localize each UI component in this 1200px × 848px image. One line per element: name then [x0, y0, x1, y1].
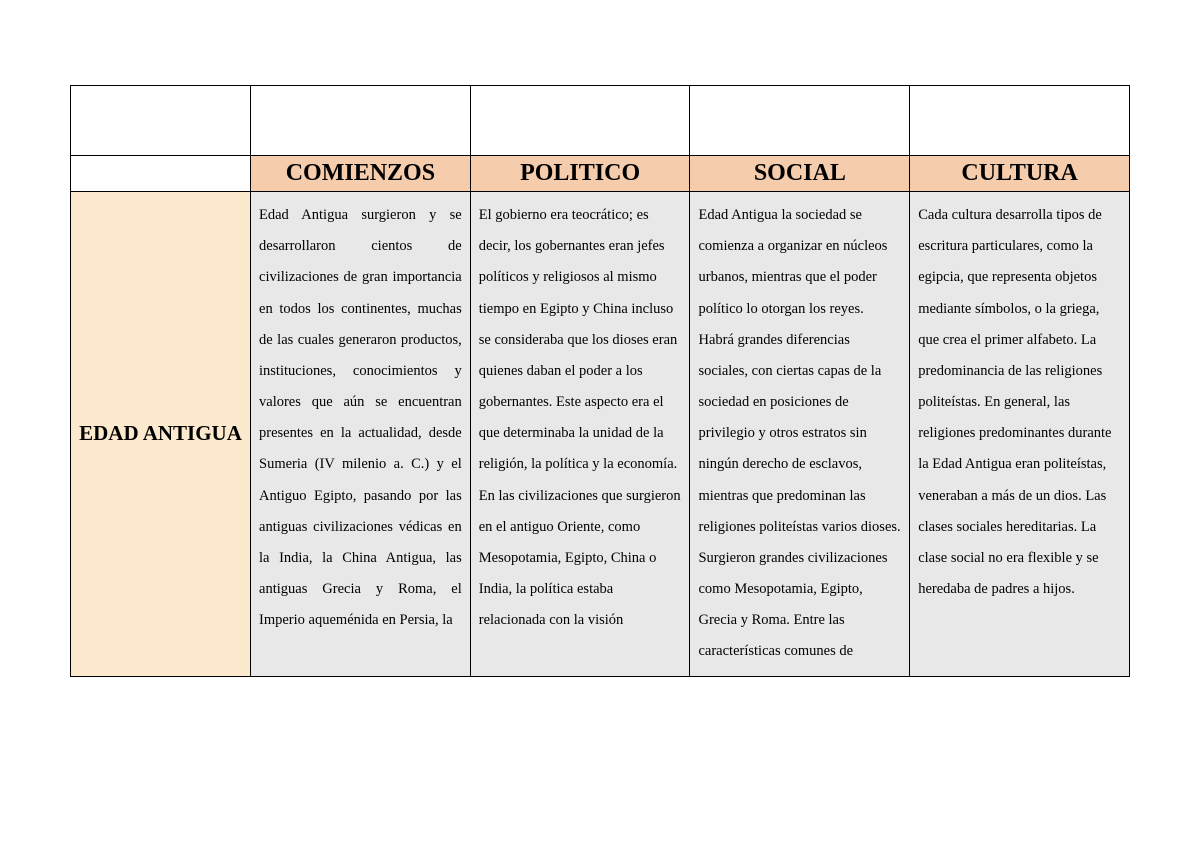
header-politico: POLITICO — [470, 156, 690, 192]
cell-politico: El gobierno era teocrático; es decir, lo… — [470, 192, 690, 677]
header-cultura: CULTURA — [910, 156, 1130, 192]
cell-comienzos: Edad Antigua surgieron y se desarrollaro… — [251, 192, 471, 677]
header-social: SOCIAL — [690, 156, 910, 192]
row-label-edad-antigua: EDAD ANTIGUA — [71, 192, 251, 677]
empty-cell — [71, 86, 251, 156]
empty-cell — [251, 86, 471, 156]
corner-cell — [71, 156, 251, 192]
cell-social: Edad Antigua la sociedad se comienza a o… — [690, 192, 910, 677]
empty-cell — [690, 86, 910, 156]
empty-header-row — [71, 86, 1130, 156]
cell-cultura: Cada cultura desarrolla tipos de escritu… — [910, 192, 1130, 677]
empty-cell — [910, 86, 1130, 156]
header-comienzos: COMIENZOS — [251, 156, 471, 192]
empty-cell — [470, 86, 690, 156]
column-headers-row: COMIENZOS POLITICO SOCIAL CULTURA — [71, 156, 1130, 192]
history-comparison-table: COMIENZOS POLITICO SOCIAL CULTURA EDAD A… — [70, 85, 1130, 677]
edad-antigua-row: EDAD ANTIGUA Edad Antigua surgieron y se… — [71, 192, 1130, 677]
